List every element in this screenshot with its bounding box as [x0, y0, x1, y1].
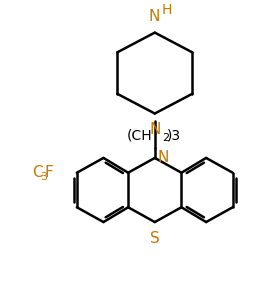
Text: F: F [44, 165, 53, 180]
Text: 3: 3 [40, 172, 47, 182]
Text: (CH: (CH [127, 128, 153, 142]
Text: N: N [149, 123, 160, 137]
Text: N: N [158, 150, 169, 166]
Text: C: C [32, 165, 42, 180]
Text: S: S [150, 231, 160, 246]
Text: )3: )3 [167, 128, 181, 142]
Text: 2: 2 [162, 133, 169, 143]
Text: N: N [148, 9, 160, 24]
Text: H: H [162, 3, 172, 17]
